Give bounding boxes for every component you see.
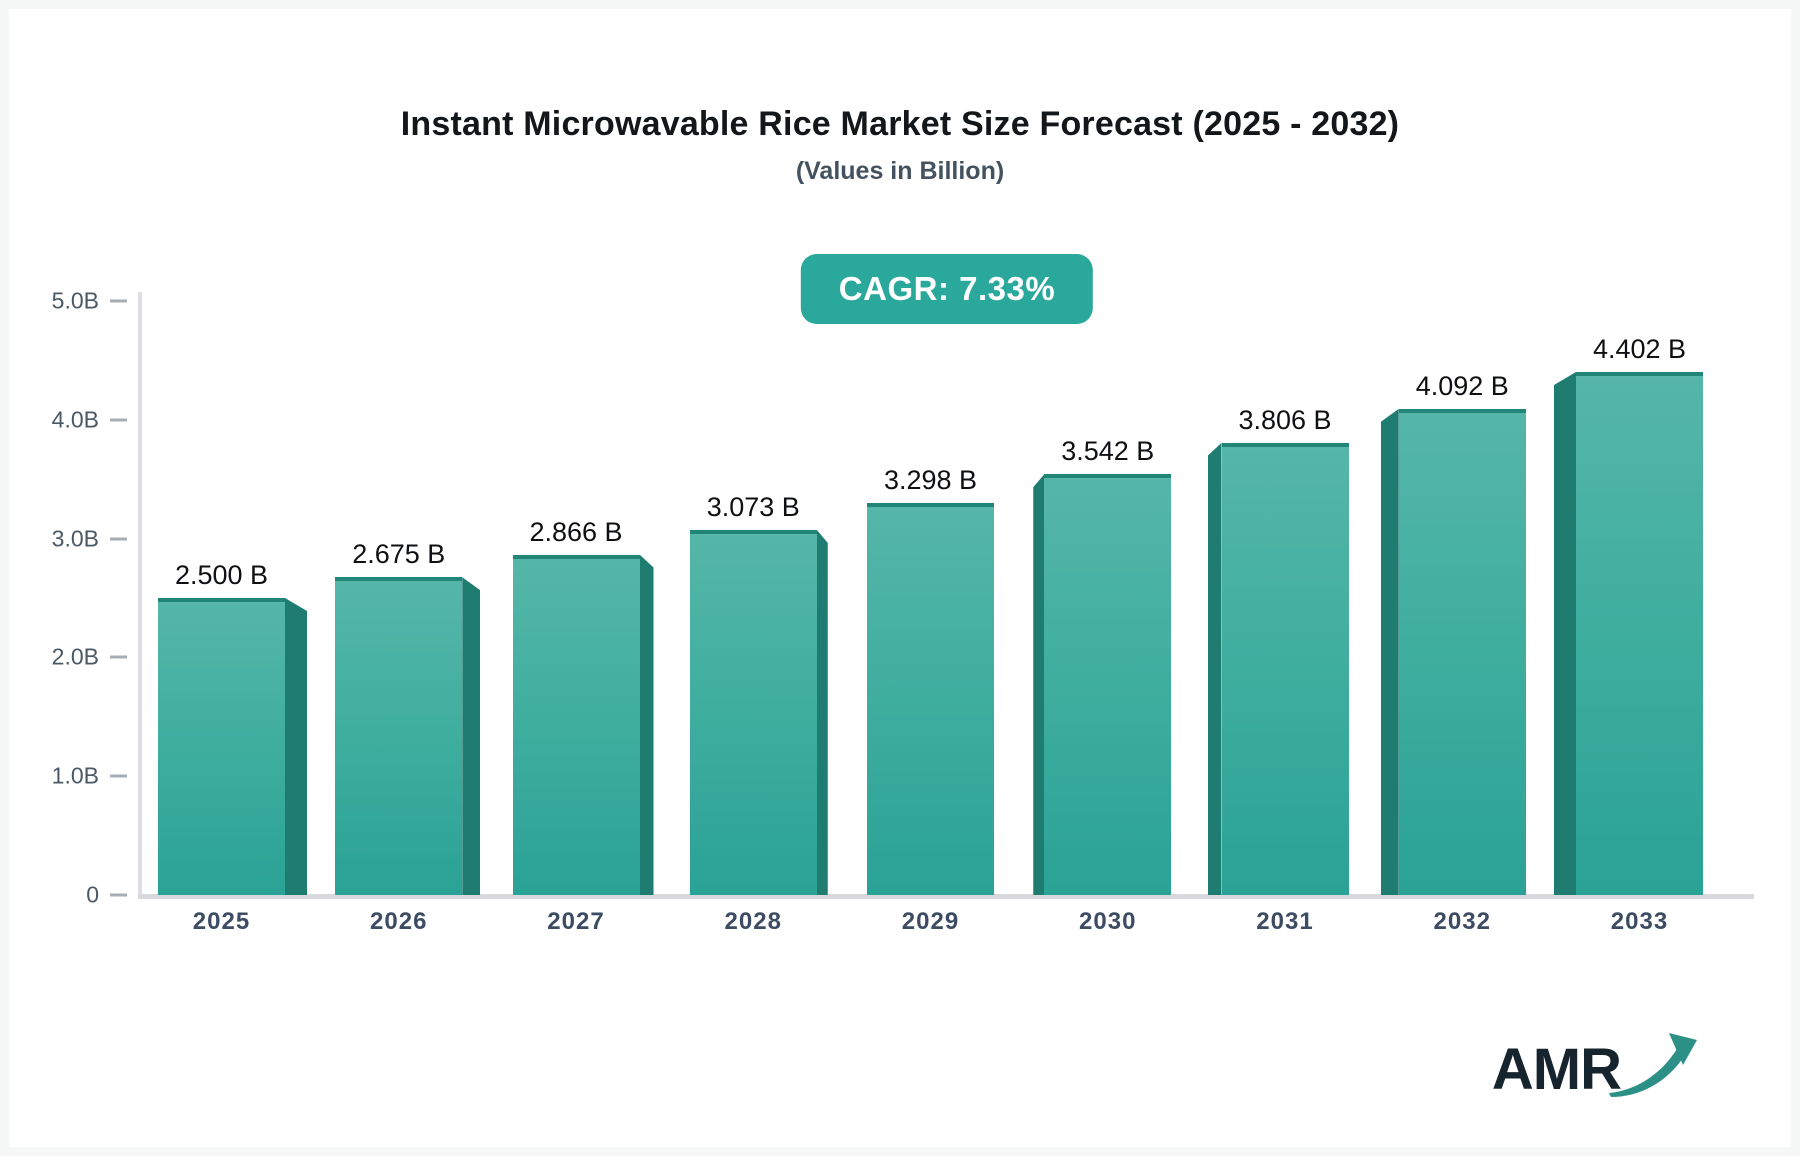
y-axis-tick-mark: [110, 893, 127, 897]
bar-value-label-2028: 3.073 B: [706, 491, 800, 522]
y-axis-tick-label-2.0B: 2.0B: [51, 643, 99, 670]
bar-chart-plot-area: 0 1.0B 2.0B 3.0B 4.0B 5.0B 2.500 B 2025 2.675 B 2…: [9, 9, 1791, 1147]
amr-logo-text: AMR: [1491, 1037, 1622, 1102]
bar-side-face-2025: [285, 598, 307, 895]
bar-value-label-2031: 3.806 B: [1238, 404, 1332, 435]
bar-2032: [1398, 408, 1526, 895]
x-axis-label-2026: 2026: [370, 908, 428, 935]
amr-logo: AMR: [1492, 1031, 1699, 1099]
bar-2025: [158, 598, 285, 895]
bar-value-label-2032: 4.092 B: [1415, 370, 1509, 401]
bar-2033: [1576, 372, 1703, 895]
bar-side-face-2030: [1033, 474, 1045, 895]
bar-side-face-2031: [1207, 442, 1222, 895]
y-axis-tick-mark: [110, 537, 127, 541]
bar-side-face-2027: [639, 554, 654, 895]
x-axis-label-2025: 2025: [192, 908, 251, 935]
bar-2030: [1044, 474, 1172, 895]
y-axis-tick-label-5.0B: 5.0B: [51, 287, 99, 314]
y-axis-line: [138, 292, 142, 899]
y-axis-tick-label-3.0B: 3.0B: [51, 525, 99, 552]
x-axis-label-2031: 2031: [1256, 908, 1314, 935]
bar-2031: [1221, 442, 1349, 895]
bar-side-face-2026: [462, 577, 481, 895]
bar-value-label-2030: 3.542 B: [1061, 436, 1155, 467]
x-axis-label-2028: 2028: [724, 908, 782, 935]
y-axis-tick-label-4.0B: 4.0B: [51, 406, 99, 433]
y-axis-tick-mark: [110, 418, 127, 422]
x-axis-line: [138, 894, 1754, 899]
bar-2026: [335, 577, 463, 895]
x-axis-label-2029: 2029: [901, 908, 960, 935]
bar-value-label-2027: 2.866 B: [529, 516, 623, 547]
bar-side-face-2032: [1380, 408, 1399, 895]
x-axis-label-2030: 2030: [1079, 908, 1137, 935]
x-axis-label-2032: 2032: [1433, 908, 1491, 935]
chart-canvas: Instant Microwavable Rice Market Size Fo…: [9, 9, 1791, 1147]
y-axis-tick-mark: [110, 655, 127, 659]
bar-value-label-2025: 2.500 B: [174, 560, 269, 590]
bar-side-face-2033: [1554, 372, 1576, 895]
chart-subtitle: (Values in Billion): [795, 157, 1005, 185]
bar-2029: [867, 503, 994, 895]
y-axis-tick-mark: [110, 299, 127, 303]
x-axis-label-2027: 2027: [547, 908, 605, 935]
bar-value-label-2033: 4.402 B: [1592, 334, 1687, 365]
chart-title: Instant Microwavable Rice Market Size Fo…: [400, 105, 1400, 143]
bar-2028: [689, 529, 817, 895]
bar-side-face-2028: [816, 529, 828, 895]
x-axis-label-2033: 2033: [1610, 908, 1669, 935]
y-axis-tick-mark: [110, 774, 127, 778]
y-axis-tick-label-1.0B: 1.0B: [51, 762, 99, 789]
growth-arrow-icon: [1609, 1033, 1697, 1097]
y-axis-tick-label-0: 0: [86, 881, 99, 908]
bar-2027: [512, 554, 640, 895]
cagr-badge: CAGR: 7.33%: [800, 254, 1094, 324]
bar-value-label-2026: 2.675 B: [352, 539, 446, 570]
bar-value-label-2029: 3.298 B: [883, 465, 978, 496]
